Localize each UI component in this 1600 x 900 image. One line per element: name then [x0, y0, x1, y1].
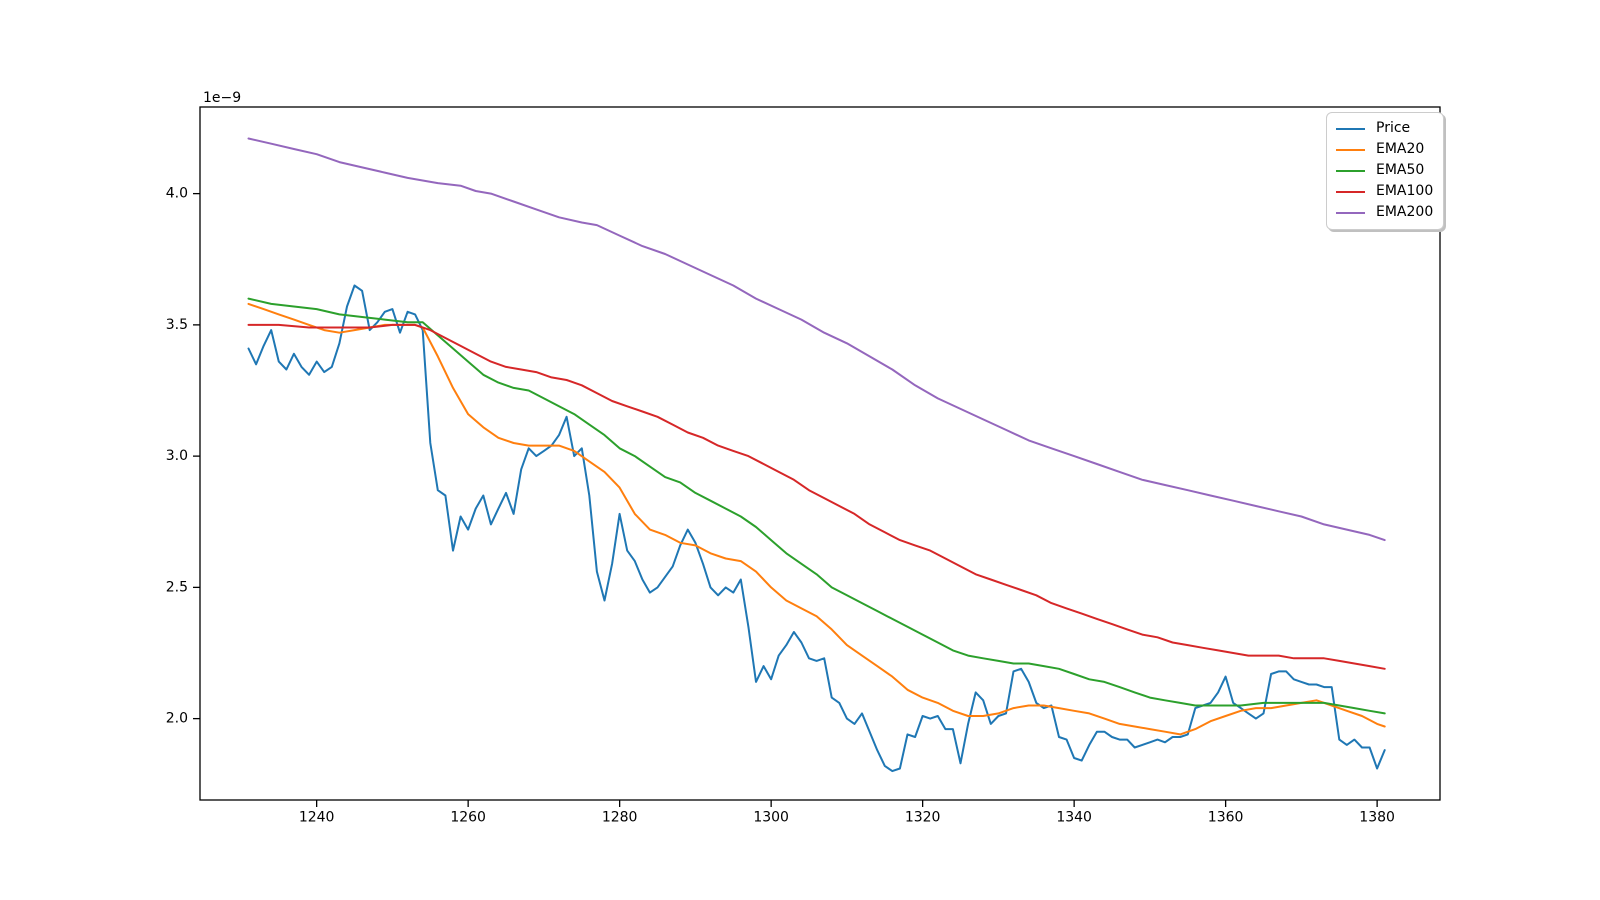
legend-line-swatch-ema50 [1336, 169, 1365, 172]
price-line [247, 284, 1386, 773]
x-tick-label: 1320 [905, 810, 941, 826]
x-tick-label: 1380 [1359, 810, 1395, 826]
y-tick-label: 4.0 [166, 186, 188, 202]
ema100-line [247, 323, 1386, 670]
ema200-line [247, 137, 1386, 542]
y-tick-label: 2.5 [166, 579, 188, 595]
legend-label: EMA50 [1376, 162, 1425, 178]
y-axis-offset-label: 1e−9 [203, 90, 241, 106]
legend-line-swatch-ema20 [1336, 148, 1365, 151]
legend-label: EMA200 [1376, 204, 1434, 220]
legend-label: EMA100 [1376, 183, 1434, 199]
x-tick-label: 1300 [753, 810, 789, 826]
x-tick-label: 1280 [602, 810, 638, 826]
legend-item-ema50: EMA50 [1336, 162, 1433, 179]
ema50-line [247, 297, 1386, 715]
plot-border [199, 106, 1441, 801]
legend-item-price: Price [1336, 120, 1433, 137]
series-lines [247, 137, 1386, 773]
x-tick-label: 1260 [450, 810, 486, 826]
x-tick-label: 1360 [1208, 810, 1244, 826]
legend-item-ema100: EMA100 [1336, 183, 1433, 200]
x-tick-label: 1240 [299, 810, 335, 826]
legend-line-swatch-ema200 [1336, 211, 1365, 214]
legend-item-ema20: EMA20 [1336, 141, 1433, 158]
y-tick-label: 3.5 [166, 317, 188, 333]
x-tick-label: 1340 [1056, 810, 1092, 826]
y-tick-label: 3.0 [166, 448, 188, 464]
legend-label: EMA20 [1376, 141, 1425, 157]
legend: Price EMA20 EMA50 EMA100 EMA200 [1326, 112, 1445, 230]
legend-item-ema200: EMA200 [1336, 204, 1433, 221]
y-tick-label: 2.0 [166, 711, 188, 727]
legend-label: Price [1376, 120, 1411, 136]
legend-line-swatch-ema100 [1336, 190, 1365, 193]
ema20-line [247, 302, 1386, 736]
legend-line-swatch-price [1336, 127, 1365, 130]
